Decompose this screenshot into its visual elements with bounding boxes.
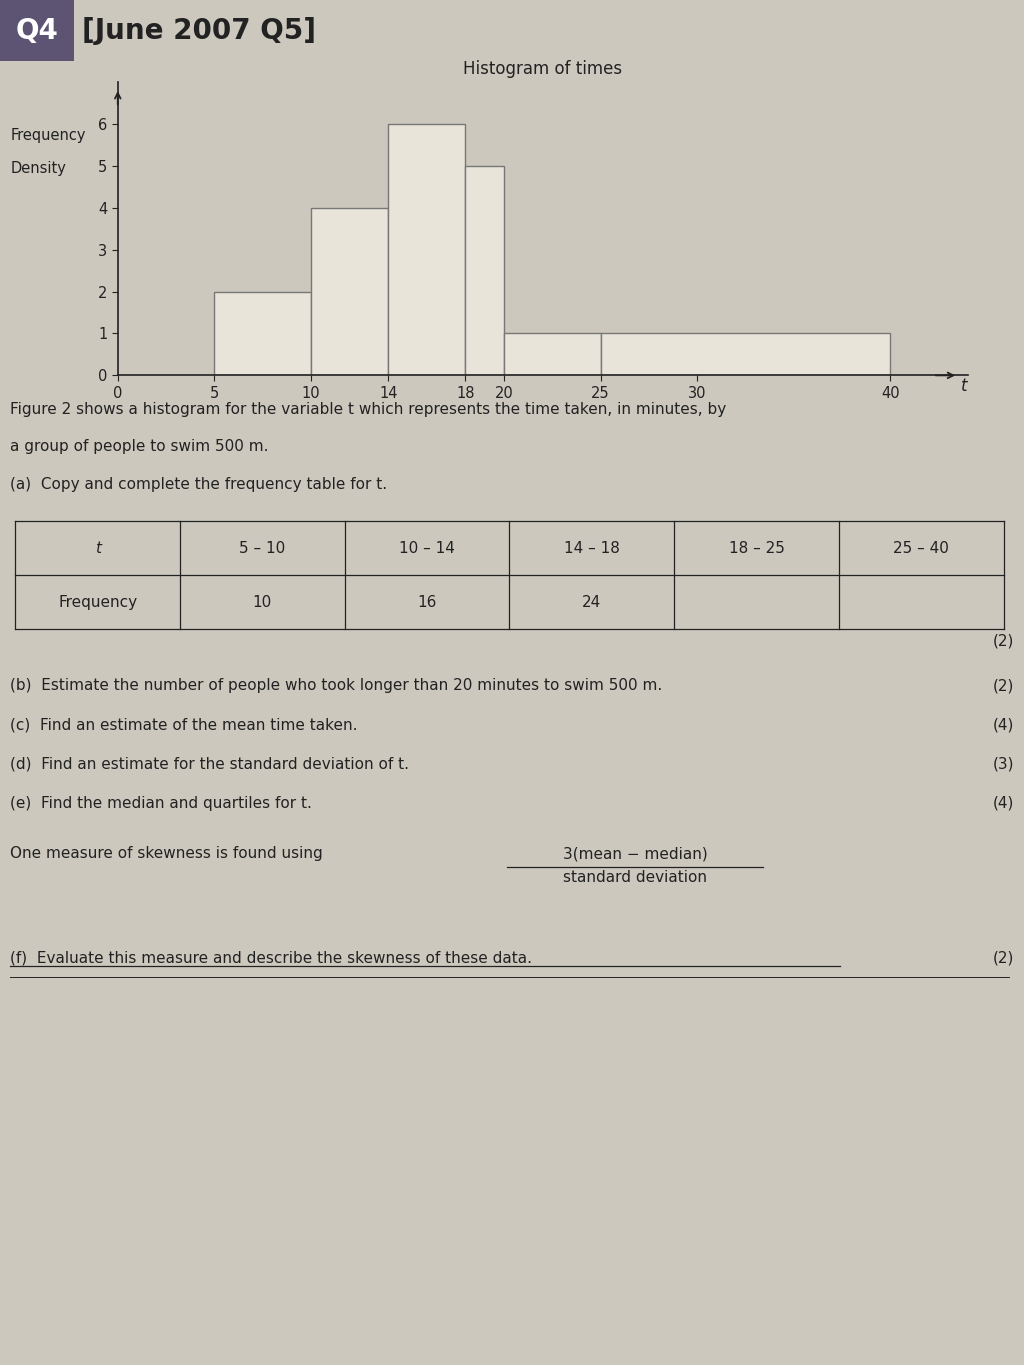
- Text: Frequency: Frequency: [58, 595, 137, 610]
- Text: 25 – 40: 25 – 40: [893, 541, 949, 556]
- Text: t: t: [961, 378, 967, 396]
- Text: One measure of skewness is found using: One measure of skewness is found using: [10, 846, 323, 861]
- Text: (3): (3): [992, 756, 1014, 771]
- Text: (2): (2): [992, 678, 1014, 693]
- Text: standard deviation: standard deviation: [563, 870, 707, 885]
- Text: Frequency: Frequency: [10, 128, 86, 143]
- Title: Histogram of times: Histogram of times: [463, 60, 623, 78]
- Text: 5 – 10: 5 – 10: [240, 541, 286, 556]
- Bar: [388, 124, 466, 375]
- Text: (4): (4): [992, 717, 1014, 732]
- Text: Figure 2 shows a histogram for the variable t which represents the time taken, i: Figure 2 shows a histogram for the varia…: [10, 401, 726, 416]
- Text: (a)  Copy and complete the frequency table for t.: (a) Copy and complete the frequency tabl…: [10, 476, 387, 491]
- Text: (4): (4): [992, 796, 1014, 811]
- Text: (2): (2): [992, 950, 1014, 965]
- Text: (d)  Find an estimate for the standard deviation of t.: (d) Find an estimate for the standard de…: [10, 756, 410, 771]
- Bar: [214, 292, 311, 375]
- Bar: [466, 165, 504, 375]
- Text: (2): (2): [992, 633, 1014, 648]
- Bar: [311, 207, 388, 375]
- Text: 10: 10: [253, 595, 272, 610]
- Bar: [504, 333, 601, 375]
- Text: 10 – 14: 10 – 14: [399, 541, 455, 556]
- Text: t: t: [94, 541, 100, 556]
- Text: 3(mean − median): 3(mean − median): [562, 846, 708, 861]
- Text: 24: 24: [583, 595, 601, 610]
- Text: Density: Density: [10, 161, 67, 176]
- Text: (c)  Find an estimate of the mean time taken.: (c) Find an estimate of the mean time ta…: [10, 717, 357, 732]
- Text: (b)  Estimate the number of people who took longer than 20 minutes to swim 500 m: (b) Estimate the number of people who to…: [10, 678, 663, 693]
- Text: (e)  Find the median and quartiles for t.: (e) Find the median and quartiles for t.: [10, 796, 312, 811]
- Text: a group of people to swim 500 m.: a group of people to swim 500 m.: [10, 440, 268, 455]
- Bar: [601, 333, 891, 375]
- Bar: [0, 0, 74, 61]
- Text: Q4: Q4: [15, 16, 58, 45]
- Text: 18 – 25: 18 – 25: [728, 541, 784, 556]
- Text: 16: 16: [418, 595, 437, 610]
- Text: (f)  Evaluate this measure and describe the skewness of these data.: (f) Evaluate this measure and describe t…: [10, 950, 532, 965]
- Text: [June 2007 Q5]: [June 2007 Q5]: [82, 16, 316, 45]
- Text: 14 – 18: 14 – 18: [564, 541, 620, 556]
